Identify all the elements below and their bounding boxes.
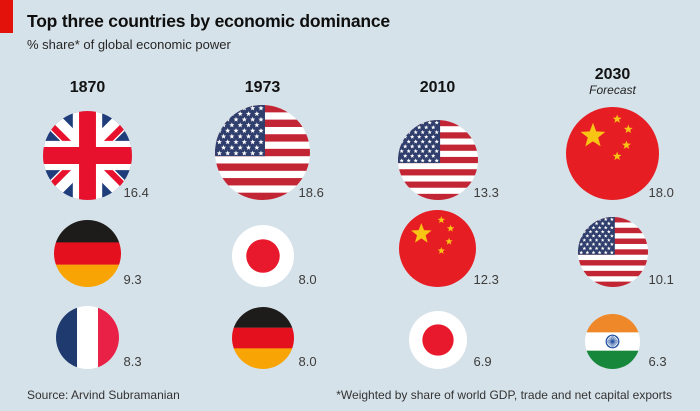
value-label: 9.3 xyxy=(123,272,142,287)
flag-us-icon xyxy=(215,105,310,200)
value-label: 6.9 xyxy=(473,354,492,369)
column-2010: 2010 13.3 12.3 6.9 xyxy=(350,64,525,369)
value-label: 18.6 xyxy=(298,185,324,200)
flag-cell-us: 13.3 xyxy=(350,100,525,200)
flag-cell-de: 8.0 xyxy=(175,287,350,369)
flag-jp-icon xyxy=(231,225,294,287)
column-header: 2010 xyxy=(350,64,525,100)
flag-cell-gb: 16.4 xyxy=(0,100,175,200)
column-2030: 2030 Forecast 18.0 10.1 6.3 xyxy=(525,64,700,369)
flag-cell-us: 18.6 xyxy=(175,100,350,200)
source-note: Source: Arvind Subramanian xyxy=(27,388,180,402)
column-1973: 1973 18.6 8.0 8.0 xyxy=(175,64,350,369)
footnote: *Weighted by share of world GDP, trade a… xyxy=(336,388,672,402)
value-label: 18.0 xyxy=(648,185,674,200)
value-label: 16.4 xyxy=(123,185,149,200)
chart-area: 1870 16.4 9.3 8.3 1973 18.6 8.0 8.0 2010 13.3 12.3… xyxy=(0,64,700,369)
flag-us-icon xyxy=(577,217,648,287)
flag-cell-fr: 8.3 xyxy=(0,287,175,369)
flag-cell-in: 6.3 xyxy=(525,287,700,369)
flag-cell-cn: 12.3 xyxy=(350,200,525,287)
page-subtitle: % share* of global economic power xyxy=(27,36,231,52)
value-label: 6.3 xyxy=(648,354,667,369)
flag-gb-icon xyxy=(43,111,132,200)
flag-cell-us: 10.1 xyxy=(525,200,700,287)
page-title: Top three countries by economic dominanc… xyxy=(27,11,390,31)
year-label: 2030 xyxy=(594,66,631,84)
value-label: 10.1 xyxy=(648,272,674,287)
value-label: 12.3 xyxy=(473,272,499,287)
chart-footer: Source: Arvind Subramanian *Weighted by … xyxy=(27,388,672,402)
flag-cell-cn: 18.0 xyxy=(525,100,700,200)
flag-cell-jp: 8.0 xyxy=(175,200,350,287)
forecast-label: Forecast xyxy=(589,82,636,97)
flag-de-icon xyxy=(54,220,121,287)
column-header: 1973 xyxy=(175,64,350,100)
column-1870: 1870 16.4 9.3 8.3 xyxy=(0,64,175,369)
value-label: 8.3 xyxy=(123,354,142,369)
flag-de-icon xyxy=(231,307,294,369)
year-label: 1870 xyxy=(69,79,106,97)
chart-header: Top three countries by economic dominanc… xyxy=(0,0,700,52)
value-label: 8.0 xyxy=(298,354,317,369)
column-header: 2030 Forecast xyxy=(525,64,700,100)
flag-cell-jp: 6.9 xyxy=(350,287,525,369)
flag-jp-icon xyxy=(408,311,467,369)
flag-cn-icon xyxy=(566,107,659,200)
flag-us-icon xyxy=(397,120,478,200)
flag-fr-icon xyxy=(56,306,119,369)
value-label: 8.0 xyxy=(298,272,317,287)
flag-cell-de: 9.3 xyxy=(0,200,175,287)
year-label: 1973 xyxy=(244,79,281,97)
year-label: 2010 xyxy=(419,79,456,97)
flag-in-icon xyxy=(585,314,640,369)
flag-cn-icon xyxy=(399,210,476,287)
value-label: 13.3 xyxy=(473,185,499,200)
column-header: 1870 xyxy=(0,64,175,100)
economist-red-tab xyxy=(0,0,13,33)
